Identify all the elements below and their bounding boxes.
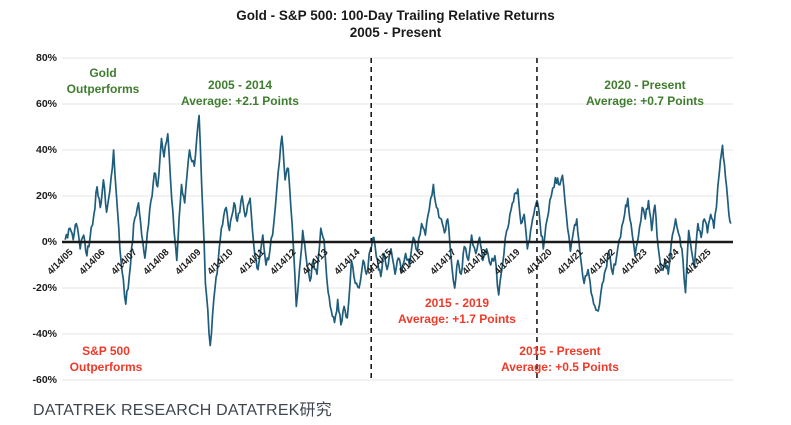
annotation-sp500-outperforms: S&P 500 Outperforms bbox=[46, 344, 166, 375]
chart-title-line2: 2005 - Present bbox=[349, 25, 442, 40]
annotation-period-2015-2019: 2015 - 2019 Average: +1.7 Points bbox=[373, 296, 541, 327]
y-axis-tick-label: 0% bbox=[41, 236, 57, 248]
annotation-text: Average: +2.1 Points bbox=[181, 93, 299, 108]
annotation-gold-outperforms: Gold Outperforms bbox=[43, 66, 163, 97]
annotation-period-2020-present: 2020 - Present Average: +0.7 Points bbox=[561, 78, 729, 109]
annotation-text: Gold bbox=[89, 66, 117, 80]
annotation-text: 2015 - Present bbox=[519, 344, 601, 358]
y-axis-tick-label: 40% bbox=[35, 144, 57, 156]
annotation-text: Outperforms bbox=[69, 359, 143, 374]
annotation-period-2005-2014: 2005 - 2014 Average: +2.1 Points bbox=[156, 78, 324, 109]
annotation-text: 2020 - Present bbox=[604, 78, 686, 92]
annotation-text: Average: +1.7 Points bbox=[398, 311, 516, 326]
annotation-text: S&P 500 bbox=[82, 344, 130, 358]
y-axis-tick-label: 20% bbox=[35, 190, 57, 202]
y-axis-tick-label: 60% bbox=[35, 98, 57, 110]
chart-title: Gold - S&P 500: 100-Day Trailing Relativ… bbox=[0, 7, 791, 41]
y-axis-tick-label: -60% bbox=[32, 374, 57, 386]
annotation-text: Average: +0.7 Points bbox=[586, 93, 704, 108]
y-axis-tick-label: -40% bbox=[32, 328, 57, 340]
relative-return-line bbox=[64, 114, 732, 347]
y-axis-tick-label: 80% bbox=[35, 52, 57, 64]
y-axis-tick-label: -20% bbox=[32, 282, 57, 294]
annotation-text: 2015 - 2019 bbox=[424, 296, 490, 310]
annotation-text: Average: +0.5 Points bbox=[501, 359, 619, 374]
source-caption: DATATREK RESEARCH DATATREK研究 bbox=[33, 402, 332, 419]
annotation-text: Outperforms bbox=[66, 81, 140, 96]
annotation-text: 2005 - 2014 bbox=[207, 78, 273, 92]
chart-title-line1: Gold - S&P 500: 100-Day Trailing Relativ… bbox=[236, 8, 555, 23]
annotation-period-2015-present: 2015 - Present Average: +0.5 Points bbox=[476, 344, 644, 375]
